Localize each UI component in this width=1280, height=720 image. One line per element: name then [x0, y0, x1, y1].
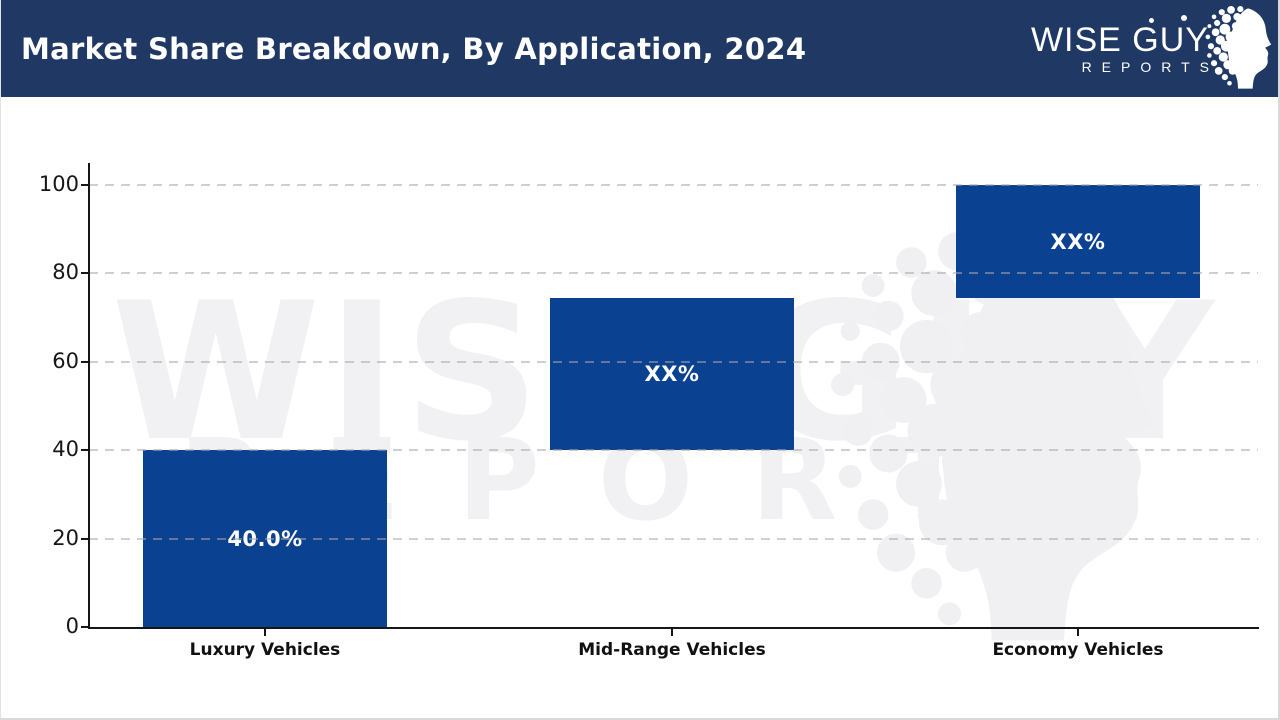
x-tick-mark	[1077, 629, 1079, 636]
logo-text: WISE GUY REPORTS	[1030, 15, 1209, 75]
y-axis-line	[88, 163, 90, 629]
y-tick-label: 20	[52, 525, 79, 550]
logo-wiseguy-label: WISE GUY	[1030, 21, 1209, 59]
y-tick-label: 100	[38, 172, 79, 196]
dotted-head-profile-icon	[1205, 6, 1272, 89]
gridline	[89, 272, 1258, 275]
wise-guy-reports-logo: WISE GUY REPORTS	[1030, 6, 1278, 91]
y-tick-mark	[81, 449, 89, 452]
y-tick-label: 0	[65, 614, 79, 638]
y-tick-mark	[81, 537, 89, 540]
x-tick-mark	[671, 629, 673, 636]
header-bar: Market Share Breakdown, By Application, …	[1, 0, 1278, 97]
y-tick-mark	[81, 184, 89, 186]
x-category-label: Economy Vehicles	[992, 640, 1164, 660]
page-title: Market Share Breakdown, By Application, …	[21, 31, 807, 66]
bar-value-label: XX%	[1050, 229, 1106, 254]
y-tick-mark	[81, 272, 89, 275]
gridline	[89, 184, 1258, 186]
bar-value-label: XX%	[644, 362, 700, 387]
y-tick-label: 60	[52, 348, 79, 373]
y-tick-label: 80	[52, 260, 79, 285]
y-tick-mark	[81, 360, 89, 363]
gridline	[89, 537, 1258, 540]
gridline	[89, 449, 1258, 452]
x-tick-mark	[264, 629, 266, 636]
x-category-label: Luxury Vehicles	[189, 640, 341, 660]
y-tick-mark	[81, 626, 89, 628]
bar-segment: XX%	[956, 185, 1200, 299]
bar-segment: XX%	[550, 298, 794, 451]
x-category-label: Mid-Range Vehicles	[578, 640, 766, 660]
y-tick-label: 40	[52, 437, 79, 462]
logo-accent-dot	[1148, 18, 1154, 23]
logo-reports-label: REPORTS	[1081, 59, 1219, 75]
x-axis-line	[88, 627, 1259, 629]
logo-accent-dot	[1180, 15, 1187, 21]
gridline	[89, 360, 1258, 363]
